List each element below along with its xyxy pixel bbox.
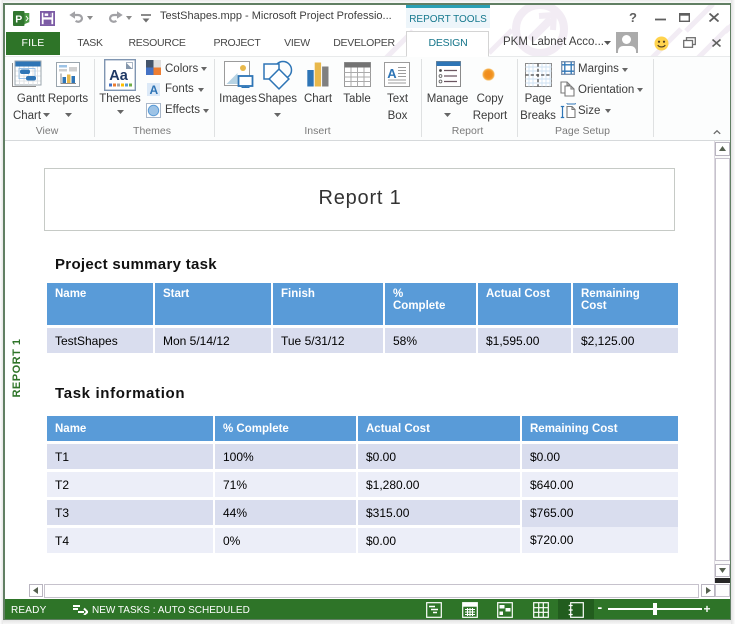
svg-text:P: P (15, 13, 22, 25)
svg-text:A: A (387, 66, 397, 81)
svg-text:Aa: Aa (109, 68, 128, 84)
